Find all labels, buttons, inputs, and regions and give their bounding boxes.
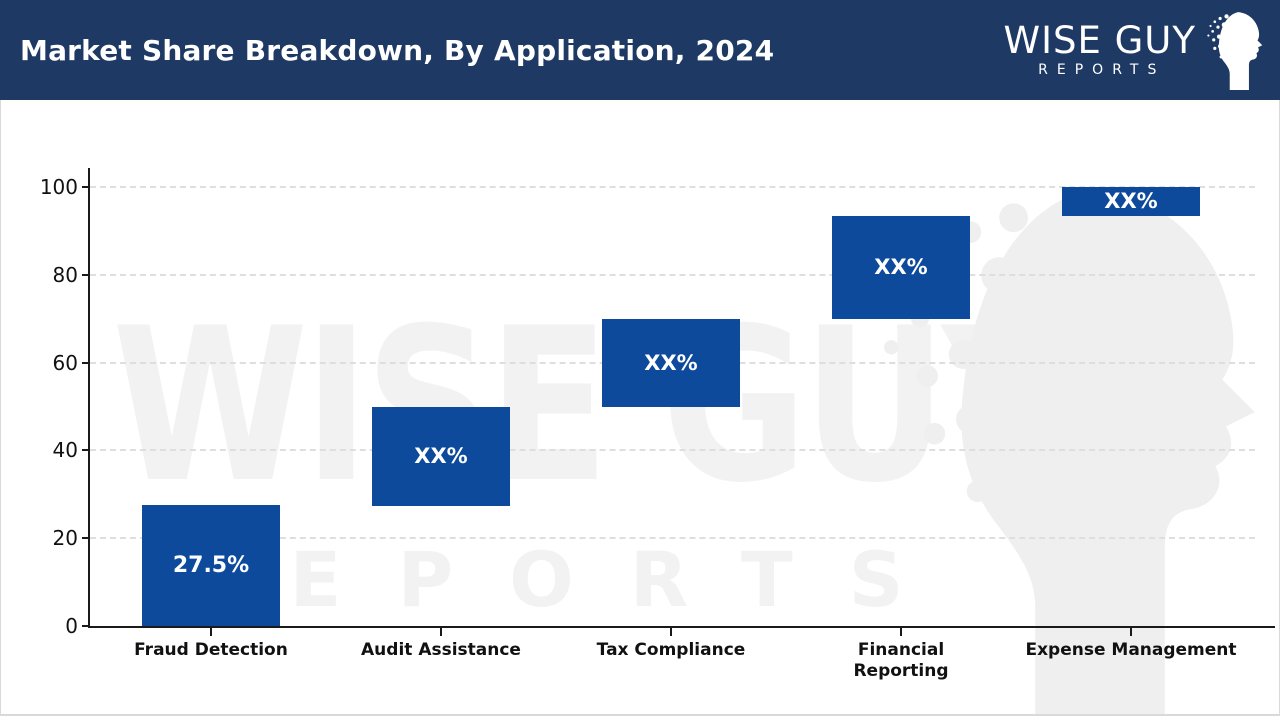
y-gridline	[90, 186, 1255, 188]
y-tick-label: 80	[52, 263, 78, 287]
y-tick-mark	[82, 625, 90, 627]
logo-wordmark-sub: REPORTS	[1038, 62, 1166, 79]
logo-wordmark: WISE GUY REPORTS	[1003, 18, 1196, 79]
y-tick-label: 100	[39, 175, 78, 199]
chart-bar: XX%	[602, 319, 740, 407]
bar-value-label: XX%	[874, 255, 928, 279]
bar-value-label: XX%	[1104, 189, 1158, 213]
page-bottom-rule	[0, 714, 1280, 716]
x-axis-line	[88, 626, 1275, 628]
y-gridline	[90, 449, 1255, 451]
page-left-rule	[0, 100, 1, 716]
bar-value-label: 27.5%	[172, 552, 250, 578]
x-tick-mark	[670, 628, 672, 636]
wiseguy-logo: WISE GUY REPORTS	[1004, 10, 1280, 90]
wiseguy-face-icon	[1202, 10, 1266, 90]
header-bar: Market Share Breakdown, By Application, …	[0, 0, 1280, 100]
chart-bar: XX%	[1062, 187, 1200, 216]
y-gridline	[90, 274, 1255, 276]
x-category-label: Financial Reporting	[853, 640, 949, 682]
x-category-label: Expense Management	[1025, 640, 1237, 660]
chart-bar: 27.5%	[142, 505, 280, 626]
x-category-label: Tax Compliance	[596, 640, 746, 660]
chart-area: 0 20 40 60 80 100 27.5% Fraud Detection XX% Audit…	[0, 100, 1280, 714]
x-category-label: Audit Assistance	[361, 640, 521, 660]
watermark-subtext: REPORTS	[175, 535, 960, 624]
y-tick-mark	[82, 537, 90, 539]
x-tick-mark	[1130, 628, 1132, 636]
x-category-label: Fraud Detection	[134, 640, 288, 660]
y-tick-mark	[82, 274, 90, 276]
page-title: Market Share Breakdown, By Application, …	[20, 33, 775, 67]
y-tick-label: 40	[52, 438, 78, 462]
chart-bar: XX%	[832, 216, 970, 319]
chart-bar: XX%	[372, 407, 510, 506]
y-tick-mark	[82, 449, 90, 451]
logo-wordmark-main: WISE GUY	[1003, 18, 1196, 62]
y-gridline	[90, 537, 1255, 539]
x-tick-mark	[900, 628, 902, 636]
x-tick-mark	[440, 628, 442, 636]
y-tick-label: 0	[65, 614, 78, 638]
y-tick-label: 60	[52, 351, 78, 375]
bar-value-label: XX%	[644, 350, 698, 375]
y-axis-line	[88, 168, 90, 628]
watermark-wordmark: WISE GUY	[112, 282, 1071, 529]
y-tick-mark	[82, 186, 90, 188]
x-tick-mark	[210, 628, 212, 636]
bar-value-label: XX%	[414, 444, 468, 468]
y-tick-label: 20	[52, 526, 78, 550]
y-tick-mark	[82, 362, 90, 364]
